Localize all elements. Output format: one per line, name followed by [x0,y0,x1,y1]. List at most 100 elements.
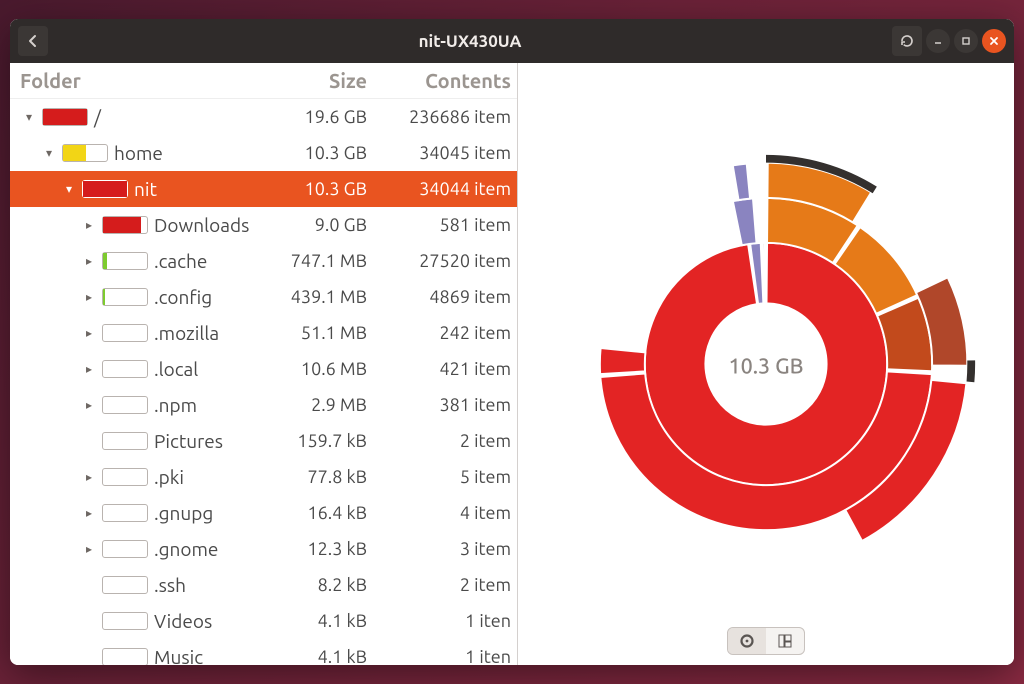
folder-cell: ▸Videos [16,610,255,632]
folder-name: .pki [154,466,184,488]
size-cell: 439.1 MB [255,287,367,307]
chevron-right-icon[interactable]: ▸ [82,398,96,412]
table-row[interactable]: ▸Downloads9.0 GB581 item [10,207,517,243]
table-row[interactable]: ▸.pki77.8 kB5 item [10,459,517,495]
folder-cell: ▸ .mozilla [16,322,255,344]
usage-swatch [102,612,148,630]
contents-cell: 4 item [367,503,511,523]
size-cell: 4.1 kB [255,647,367,665]
usage-swatch [102,540,148,558]
chart-center-label: 10.3 GB [728,354,803,378]
usage-swatch [102,648,148,665]
chevron-down-icon[interactable]: ▾ [42,146,56,160]
table-row[interactable]: ▸ .config 439.1 MB4869 item [10,279,517,315]
col-contents[interactable]: Contents [367,69,511,92]
chevron-right-icon[interactable]: ▸ [82,470,96,484]
folder-name: .npm [154,394,197,416]
contents-cell: 34045 item [367,143,511,163]
sunburst-chart[interactable]: 10.3 GB [551,149,981,579]
contents-cell: 1 iten [367,611,511,631]
contents-cell: 2 item [367,575,511,595]
contents-cell: 27520 item [367,251,511,271]
contents-cell: 3 item [367,539,511,559]
folder-name: .ssh [154,574,186,596]
contents-cell: 1 iten [367,647,511,665]
size-cell: 19.6 GB [255,107,367,127]
chart-segment[interactable] [733,198,757,245]
chart-segment[interactable] [733,164,750,201]
usage-swatch [102,396,148,414]
contents-cell: 242 item [367,323,511,343]
folder-name: .gnome [154,538,218,560]
chart-segment[interactable] [600,348,646,374]
chevron-right-icon[interactable]: ▸ [82,506,96,520]
folder-cell: ▸ .pki [16,466,255,488]
contents-cell: 4869 item [367,287,511,307]
folder-cell: ▸Music [16,646,255,665]
folder-cell: ▸.ssh [16,574,255,596]
size-cell: 10.6 MB [255,359,367,379]
back-button[interactable] [18,26,48,56]
usage-swatch [102,468,148,486]
table-row[interactable]: ▸Pictures159.7 kB2 item [10,423,517,459]
col-folder[interactable]: Folder [20,69,255,92]
view-ring-button[interactable] [728,628,766,654]
usage-swatch [62,144,108,162]
maximize-button[interactable] [954,29,978,53]
chevron-down-icon[interactable]: ▾ [62,182,76,196]
size-cell: 10.3 GB [255,143,367,163]
close-button[interactable] [982,29,1006,53]
size-cell: 10.3 GB [255,179,367,199]
usage-swatch [102,324,148,342]
view-treemap-button[interactable] [766,628,804,654]
table-row[interactable]: ▸.npm2.9 MB381 item [10,387,517,423]
chart-edge-mark [967,360,976,382]
chevron-right-icon[interactable]: ▸ [82,254,96,268]
table-row[interactable]: ▸.mozilla51.1 MB242 item [10,315,517,351]
table-row[interactable]: ▸.local10.6 MB421 item [10,351,517,387]
folder-tree[interactable]: Folder Size Contents ▾/19.6 GB236686 ite… [10,63,518,665]
minimize-button[interactable] [926,29,950,53]
chevron-down-icon[interactable]: ▾ [22,110,36,124]
size-cell: 16.4 kB [255,503,367,523]
folder-name: Pictures [154,430,223,452]
contents-cell: 581 item [367,215,511,235]
table-row[interactable]: ▸ .gnupg 16.4 kB4 item [10,495,517,531]
table-row[interactable]: ▸Videos4.1 kB1 iten [10,603,517,639]
folder-cell: ▾nit [16,178,255,200]
chevron-right-icon[interactable]: ▸ [82,326,96,340]
usage-swatch [42,108,88,126]
usage-swatch [102,252,148,270]
table-row[interactable]: ▾nit10.3 GB34044 item [10,171,517,207]
chart-segment[interactable] [763,243,766,304]
chevron-right-icon[interactable]: ▸ [82,362,96,376]
folder-cell: ▸Downloads [16,214,255,236]
chevron-right-icon[interactable]: ▸ [82,290,96,304]
chevron-right-icon[interactable]: ▸ [82,542,96,556]
size-cell: 747.1 MB [255,251,367,271]
table-row[interactable]: ▸.gnome12.3 kB3 item [10,531,517,567]
size-cell: 8.2 kB [255,575,367,595]
size-cell: 77.8 kB [255,467,367,487]
table-row[interactable]: ▸.cache747.1 MB27520 item [10,243,517,279]
refresh-button[interactable] [892,26,922,56]
usage-swatch [102,216,148,234]
size-cell: 4.1 kB [255,611,367,631]
col-size[interactable]: Size [255,69,367,92]
folder-name: home [114,142,163,164]
folder-name: .local [154,358,198,380]
table-row[interactable]: ▸.ssh8.2 kB2 item [10,567,517,603]
folder-name: .mozilla [154,322,219,344]
folder-cell: ▾ home [16,142,255,164]
contents-cell: 34044 item [367,179,511,199]
table-row[interactable]: ▾ home 10.3 GB34045 item [10,135,517,171]
folder-cell: ▾/ [16,106,255,128]
folder-name: Videos [154,610,212,632]
folder-name: .gnupg [154,502,213,524]
folder-name: .config [154,286,212,308]
table-row[interactable]: ▸Music4.1 kB1 iten [10,639,517,665]
chevron-right-icon[interactable]: ▸ [82,218,96,232]
table-row[interactable]: ▾/19.6 GB236686 item [10,99,517,135]
folder-cell: ▸ .npm [16,394,255,416]
usage-swatch [102,288,148,306]
